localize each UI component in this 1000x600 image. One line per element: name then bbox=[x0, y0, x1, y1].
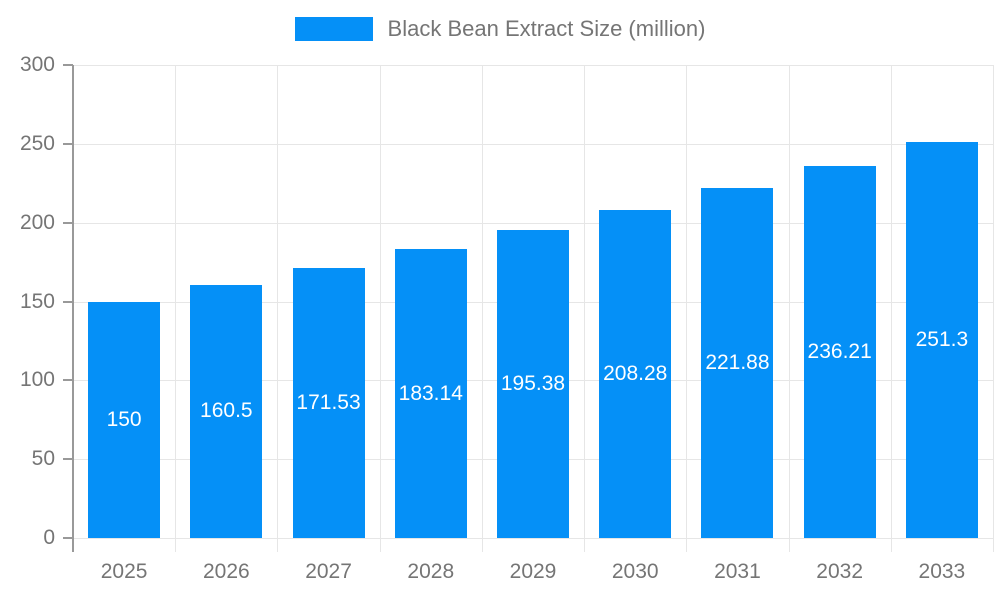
bar-value-label: 171.53 bbox=[296, 390, 361, 414]
bar[interactable]: 221.88 bbox=[701, 188, 774, 538]
bar-value-label: 236.21 bbox=[807, 339, 872, 363]
gridline-horizontal bbox=[73, 538, 993, 539]
y-axis-tick-label: 150 bbox=[19, 289, 55, 313]
x-axis-tick-label: 2027 bbox=[305, 560, 352, 583]
x-axis-tick-label: 2025 bbox=[100, 560, 148, 583]
gridline-horizontal bbox=[73, 65, 993, 66]
y-axis-tick bbox=[63, 458, 73, 461]
bar[interactable]: 208.28 bbox=[599, 209, 672, 538]
x-axis-tick-label: 2026 bbox=[202, 560, 250, 583]
gridline-vertical bbox=[481, 65, 483, 552]
y-axis-tick bbox=[63, 379, 73, 382]
gridline-vertical bbox=[686, 65, 688, 552]
y-axis-tick bbox=[63, 300, 73, 303]
gridline-horizontal bbox=[73, 143, 993, 145]
x-axis-tick-label: 2031 bbox=[714, 560, 761, 583]
bar[interactable]: 150 bbox=[88, 301, 161, 538]
gridline-vertical bbox=[379, 65, 381, 552]
gridline-horizontal bbox=[73, 222, 993, 224]
bar-value-label: 160.5 bbox=[200, 399, 253, 423]
bar[interactable]: 183.14 bbox=[394, 249, 467, 538]
y-axis-tick bbox=[63, 221, 73, 224]
legend-swatch bbox=[294, 17, 373, 41]
bar-value-label: 221.88 bbox=[705, 351, 770, 375]
y-axis-tick-label: 200 bbox=[19, 210, 55, 234]
legend[interactable]: Black Bean Extract Size (million) bbox=[0, 10, 1000, 48]
gridline-vertical bbox=[277, 65, 279, 552]
bar[interactable]: 251.3 bbox=[905, 141, 978, 538]
x-axis-tick-label: 2029 bbox=[509, 560, 557, 583]
y-axis-tick-label: 0 bbox=[43, 526, 55, 549]
y-axis-tick bbox=[63, 142, 73, 145]
bar-value-label: 150 bbox=[106, 407, 142, 431]
bar-value-label: 183.14 bbox=[398, 381, 463, 405]
y-axis-tick bbox=[63, 537, 73, 539]
gridline-vertical bbox=[890, 65, 892, 552]
gridline-vertical bbox=[788, 65, 790, 552]
y-axis-tick-label: 250 bbox=[19, 131, 55, 155]
y-axis-tick-label: 50 bbox=[31, 447, 55, 471]
bar-value-label: 251.3 bbox=[915, 327, 969, 351]
bar-value-label: 195.38 bbox=[500, 371, 566, 395]
gridline-vertical bbox=[993, 65, 994, 552]
x-axis-tick-label: 2030 bbox=[611, 560, 659, 583]
y-axis-tick bbox=[63, 64, 73, 66]
legend-label: Black Bean Extract Size (million) bbox=[387, 16, 706, 41]
bar[interactable]: 160.5 bbox=[190, 284, 263, 538]
gridline-vertical bbox=[175, 65, 177, 552]
x-axis-tick-label: 2033 bbox=[918, 560, 966, 583]
bar[interactable]: 171.53 bbox=[292, 267, 365, 538]
bar[interactable]: 236.21 bbox=[803, 165, 876, 538]
bar[interactable]: 195.38 bbox=[497, 229, 569, 538]
y-axis-line bbox=[72, 65, 74, 552]
bar-value-label: 208.28 bbox=[603, 361, 668, 385]
x-axis-tick-label: 2028 bbox=[407, 560, 455, 583]
gridline-vertical bbox=[584, 65, 586, 552]
x-axis-tick-label: 2032 bbox=[816, 560, 864, 583]
y-axis-tick-label: 100 bbox=[19, 368, 55, 392]
y-axis-tick-label: 300 bbox=[19, 53, 55, 76]
